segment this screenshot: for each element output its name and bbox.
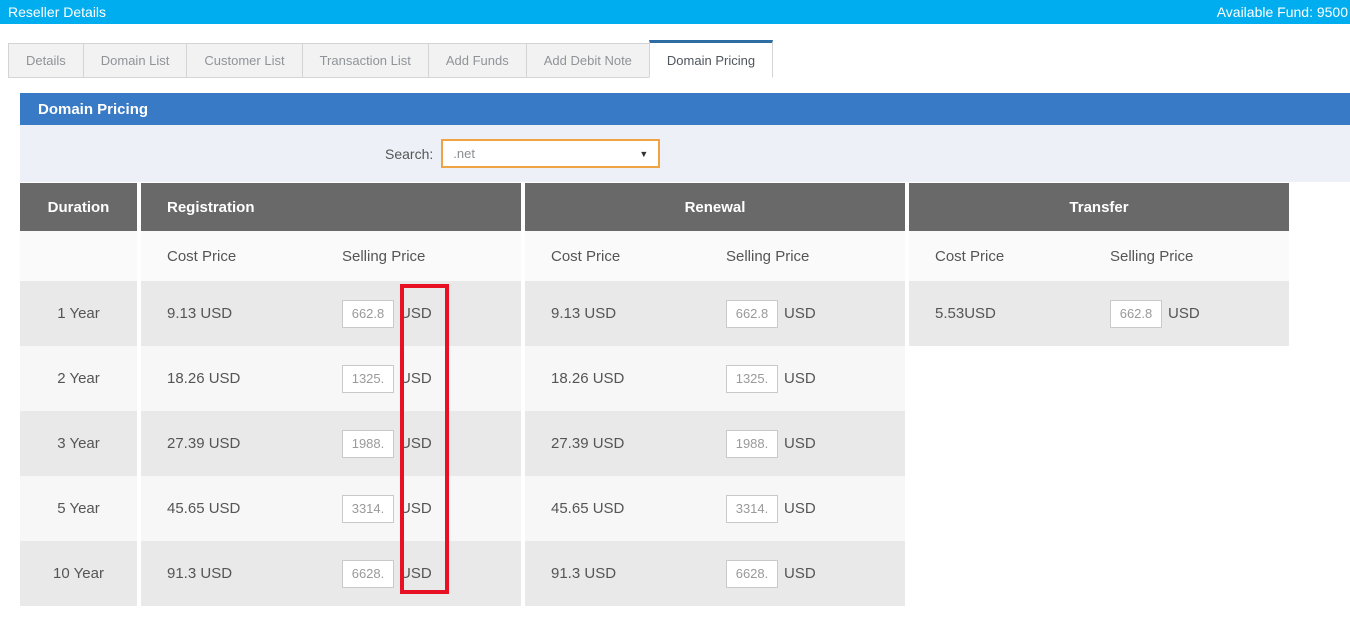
currency-label: USD bbox=[784, 305, 816, 322]
registration-selling-price-input[interactable] bbox=[342, 364, 394, 393]
registration-row: 27.39 USD USD bbox=[141, 411, 521, 476]
renewal-column: Renewal Cost Price Selling Price 9.13 US… bbox=[525, 183, 905, 606]
renewal-cost-price: 91.3 USD bbox=[551, 565, 617, 582]
selling-price-label: Selling Price bbox=[342, 247, 426, 265]
currency-label: USD bbox=[784, 565, 816, 582]
tab-domain-list[interactable]: Domain List bbox=[82, 43, 188, 78]
transfer-header: Transfer bbox=[909, 183, 1289, 231]
tab-domain-pricing[interactable]: Domain Pricing bbox=[648, 40, 774, 78]
currency-label: USD bbox=[1168, 305, 1200, 322]
cost-price-label: Cost Price bbox=[551, 247, 621, 265]
search-label: Search: bbox=[385, 145, 434, 162]
renewal-cost-price: 27.39 USD bbox=[551, 435, 625, 452]
duration-cell: 10 Year bbox=[20, 541, 137, 606]
registration-row: 91.3 USD USD bbox=[141, 541, 521, 606]
panel-title: Domain Pricing bbox=[38, 100, 149, 118]
registration-cost-price: 45.65 USD bbox=[167, 500, 241, 517]
registration-row: 45.65 USD USD bbox=[141, 476, 521, 541]
registration-row: 9.13 USD USD bbox=[141, 281, 521, 346]
duration-cell: 3 Year bbox=[20, 411, 137, 476]
registration-column: Registration Cost Price Selling Price 9.… bbox=[141, 183, 521, 606]
registration-selling-price-input[interactable] bbox=[342, 559, 394, 588]
domain-pricing-table: Duration 1 Year 2 Year 3 Year 5 Year 10 Year… bbox=[20, 183, 1289, 606]
transfer-row: 5.53USD USD bbox=[909, 281, 1289, 346]
dropdown-arrow-icon: ▼ bbox=[639, 148, 649, 159]
tab-add-debit-note[interactable]: Add Debit Note bbox=[525, 43, 650, 78]
search-select[interactable]: .net ▼ bbox=[441, 139, 661, 168]
renewal-row: 91.3 USD USD bbox=[525, 541, 905, 606]
renewal-row: 45.65 USD USD bbox=[525, 476, 905, 541]
registration-selling-price-input[interactable] bbox=[342, 299, 394, 328]
duration-cell: 5 Year bbox=[20, 476, 137, 541]
registration-cost-price: 27.39 USD bbox=[167, 435, 241, 452]
search-select-value: .net bbox=[453, 146, 475, 161]
available-fund-label: Available Fund: 9500 bbox=[1216, 4, 1348, 20]
currency-label: USD bbox=[784, 370, 816, 387]
renewal-selling-price-input[interactable] bbox=[726, 299, 778, 328]
renewal-row: 27.39 USD USD bbox=[525, 411, 905, 476]
selling-price-label: Selling Price bbox=[1110, 247, 1194, 265]
filter-row: Search: .net ▼ bbox=[20, 125, 1350, 182]
currency-label: USD bbox=[400, 500, 432, 517]
panel-header: Domain Pricing bbox=[20, 93, 1350, 125]
currency-label: USD bbox=[784, 500, 816, 517]
renewal-cost-price: 45.65 USD bbox=[551, 500, 625, 517]
duration-cell: 2 Year bbox=[20, 346, 137, 411]
duration-header: Duration bbox=[20, 183, 137, 231]
currency-label: USD bbox=[784, 435, 816, 452]
currency-label: USD bbox=[400, 370, 432, 387]
registration-selling-price-input[interactable] bbox=[342, 494, 394, 523]
tab-add-funds[interactable]: Add Funds bbox=[427, 43, 527, 78]
registration-row: 18.26 USD USD bbox=[141, 346, 521, 411]
selling-price-label: Selling Price bbox=[726, 247, 810, 265]
transfer-selling-price-input[interactable] bbox=[1110, 299, 1162, 328]
registration-subheader: Cost Price Selling Price bbox=[141, 231, 521, 281]
duration-column: Duration 1 Year 2 Year 3 Year 5 Year 10 Year bbox=[20, 183, 137, 606]
duration-subheader bbox=[20, 231, 137, 281]
tab-details[interactable]: Details bbox=[8, 43, 84, 78]
cost-price-label: Cost Price bbox=[167, 247, 237, 265]
tab-customer-list[interactable]: Customer List bbox=[186, 43, 303, 78]
renewal-selling-price-input[interactable] bbox=[726, 364, 778, 393]
renewal-selling-price-input[interactable] bbox=[726, 429, 778, 458]
duration-cell: 1 Year bbox=[20, 281, 137, 346]
currency-label: USD bbox=[400, 565, 432, 582]
renewal-selling-price-input[interactable] bbox=[726, 494, 778, 523]
tab-bar: Details Domain List Customer List Transacti… bbox=[8, 40, 774, 78]
renewal-selling-price-input[interactable] bbox=[726, 559, 778, 588]
registration-selling-price-input[interactable] bbox=[342, 429, 394, 458]
registration-cost-price: 91.3 USD bbox=[167, 565, 233, 582]
registration-cost-price: 9.13 USD bbox=[167, 305, 233, 322]
registration-cost-price: 18.26 USD bbox=[167, 370, 241, 387]
registration-header: Registration bbox=[141, 183, 521, 231]
renewal-subheader: Cost Price Selling Price bbox=[525, 231, 905, 281]
transfer-column: Transfer Cost Price Selling Price 5.53US… bbox=[909, 183, 1289, 606]
top-bar: Reseller Details Available Fund: 9500 bbox=[0, 0, 1350, 24]
renewal-row: 18.26 USD USD bbox=[525, 346, 905, 411]
currency-label: USD bbox=[400, 435, 432, 452]
renewal-cost-price: 18.26 USD bbox=[551, 370, 625, 387]
currency-label: USD bbox=[400, 305, 432, 322]
tab-transaction-list[interactable]: Transaction List bbox=[301, 43, 429, 78]
transfer-cost-price: 5.53USD bbox=[935, 305, 996, 322]
page-title: Reseller Details bbox=[8, 4, 107, 20]
renewal-header: Renewal bbox=[525, 183, 905, 231]
cost-price-label: Cost Price bbox=[935, 247, 1005, 265]
renewal-row: 9.13 USD USD bbox=[525, 281, 905, 346]
transfer-subheader: Cost Price Selling Price bbox=[909, 231, 1289, 281]
renewal-cost-price: 9.13 USD bbox=[551, 305, 617, 322]
